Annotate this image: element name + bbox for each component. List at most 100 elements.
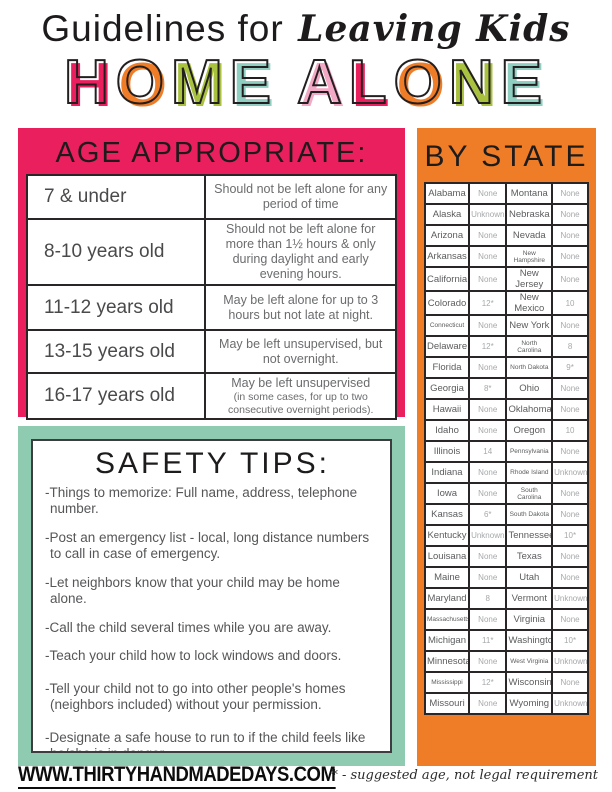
state-row: Alabama None Montana None: [424, 182, 589, 205]
age-range: 8-10 years old: [25, 218, 207, 286]
state-age-value: None: [467, 545, 508, 568]
state-age-value: None: [467, 419, 508, 442]
state-name: Iowa: [424, 482, 470, 505]
state-age-value: Unknown: [551, 650, 589, 673]
state-age-value: None: [551, 671, 589, 694]
state-age-value: None: [551, 224, 589, 247]
state-name: Utah: [505, 566, 554, 589]
state-age-value: None: [467, 692, 508, 715]
state-name: Maine: [424, 566, 470, 589]
state-age-value: 12*: [467, 290, 508, 316]
state-name: Vermont: [505, 587, 554, 610]
state-age-value: None: [551, 266, 589, 292]
website-link[interactable]: WWW.THIRTYHANDMADEDAYS.COM: [18, 764, 336, 789]
safety-tip: -Tell your child not to go into other pe…: [45, 680, 346, 713]
age-table-row: 11-12 years old May be left alone for up …: [25, 284, 397, 331]
state-name: Missouri: [424, 692, 470, 715]
state-age-value: None: [467, 608, 508, 631]
state-row: Missouri None Wyoming Unknown: [424, 692, 589, 715]
state-age-value: 10: [551, 419, 589, 442]
safety-tip: -Post an emergency list - local, long di…: [45, 529, 370, 562]
state-name: Minnesota: [424, 650, 470, 673]
state-row: Mississippi 12* Wisconsin None: [424, 671, 589, 694]
title-prefix: Guidelines for: [41, 8, 284, 49]
state-name: Oklahoma: [505, 398, 554, 421]
state-row: Colorado 12* New Mexico 10: [424, 290, 589, 316]
state-row: California None New Jersey None: [424, 266, 589, 292]
state-age-value: 10*: [551, 524, 589, 547]
state-age-value: 6*: [467, 503, 508, 526]
safety-tip: -Designate a safe house to run to if the…: [45, 729, 366, 751]
state-name: Virginia: [505, 608, 554, 631]
age-range: 13-15 years old: [25, 329, 207, 374]
state-name: Arkansas: [424, 245, 470, 268]
state-age-value: None: [551, 440, 589, 463]
state-name: Michigan: [424, 629, 470, 652]
state-age-value: 12*: [467, 671, 508, 694]
page-title: Guidelines for Leaving Kids: [0, 8, 612, 50]
age-rule: Should not be left alone for any period …: [204, 174, 397, 220]
by-state-table: Alabama None Montana None Alaska Unknown Nebra…: [424, 182, 589, 715]
state-row: Idaho None Oregon 10: [424, 419, 589, 442]
state-name: Indiana: [424, 461, 470, 484]
age-appropriate-heading: AGE APPROPRIATE:: [55, 137, 368, 169]
state-name: Illinois: [424, 440, 470, 463]
state-age-value: None: [551, 566, 589, 589]
state-row: Florida None North Dakota 9*: [424, 356, 589, 379]
state-age-value: Unknown: [467, 524, 508, 547]
state-row: Louisana None Texas None: [424, 545, 589, 568]
safety-tip: -Call the child several times while you …: [45, 619, 332, 635]
safety-tips-list: -Things to memorize: Full name, address,…: [45, 485, 380, 751]
title-script-text: Leaving Kids: [298, 8, 571, 50]
safety-tip: -Teach your child how to lock windows an…: [45, 648, 342, 664]
state-name: Oregon: [505, 419, 554, 442]
state-name: South Dakota: [505, 503, 554, 526]
state-name: Arizona: [424, 224, 470, 247]
state-age-value: 10: [551, 290, 589, 316]
state-age-value: Unknown: [551, 692, 589, 715]
state-age-value: None: [467, 461, 508, 484]
state-age-value: 10*: [551, 629, 589, 652]
state-name: New Hampshire: [505, 245, 554, 268]
state-row: Hawaii None Oklahoma None: [424, 398, 589, 421]
age-appropriate-panel: AGE APPROPRIATE: 7 & under Should not be …: [18, 128, 405, 420]
safety-tip: -Things to memorize: Full name, address,…: [45, 485, 358, 517]
state-age-value: None: [467, 398, 508, 421]
state-name: Massachusetts: [424, 608, 470, 631]
state-age-value: None: [467, 650, 508, 673]
state-row: Arizona None Nevada None: [424, 224, 589, 247]
state-age-value: None: [551, 545, 589, 568]
state-age-value: None: [467, 182, 508, 205]
state-name: Georgia: [424, 377, 470, 400]
state-age-value: 8*: [467, 377, 508, 400]
age-rule: Should not be left alone for more than 1…: [204, 218, 397, 286]
asterisk-footnote: * - suggested age, not legal requirement: [331, 768, 598, 783]
state-name: North Carolina: [505, 335, 554, 358]
state-row: Delaware 12* North Carolina 8: [424, 335, 589, 358]
state-name: New Jersey: [505, 266, 554, 292]
state-name: Mississippi: [424, 671, 470, 694]
state-age-value: None: [551, 482, 589, 505]
state-age-value: 11*: [467, 629, 508, 652]
state-age-value: Unknown: [467, 203, 508, 226]
state-name: North Dakota: [505, 356, 554, 379]
state-name: Pennsylvania: [505, 440, 554, 463]
state-name: Tennessee: [505, 524, 554, 547]
state-age-value: None: [551, 314, 589, 337]
state-row: Connecticut None New York None: [424, 314, 589, 337]
state-age-value: None: [551, 503, 589, 526]
state-name: Texas: [505, 545, 554, 568]
state-age-value: None: [467, 224, 508, 247]
state-name: Alaska: [424, 203, 470, 226]
state-age-value: 8: [551, 335, 589, 358]
state-age-value: None: [551, 398, 589, 421]
state-age-value: None: [551, 608, 589, 631]
state-row: Minnesota None West Virginia Unknown: [424, 650, 589, 673]
state-row: Arkansas None New Hampshire None: [424, 245, 589, 268]
by-state-panel: BY STATE Alabama None Montana None Alaska Unk…: [417, 128, 596, 766]
